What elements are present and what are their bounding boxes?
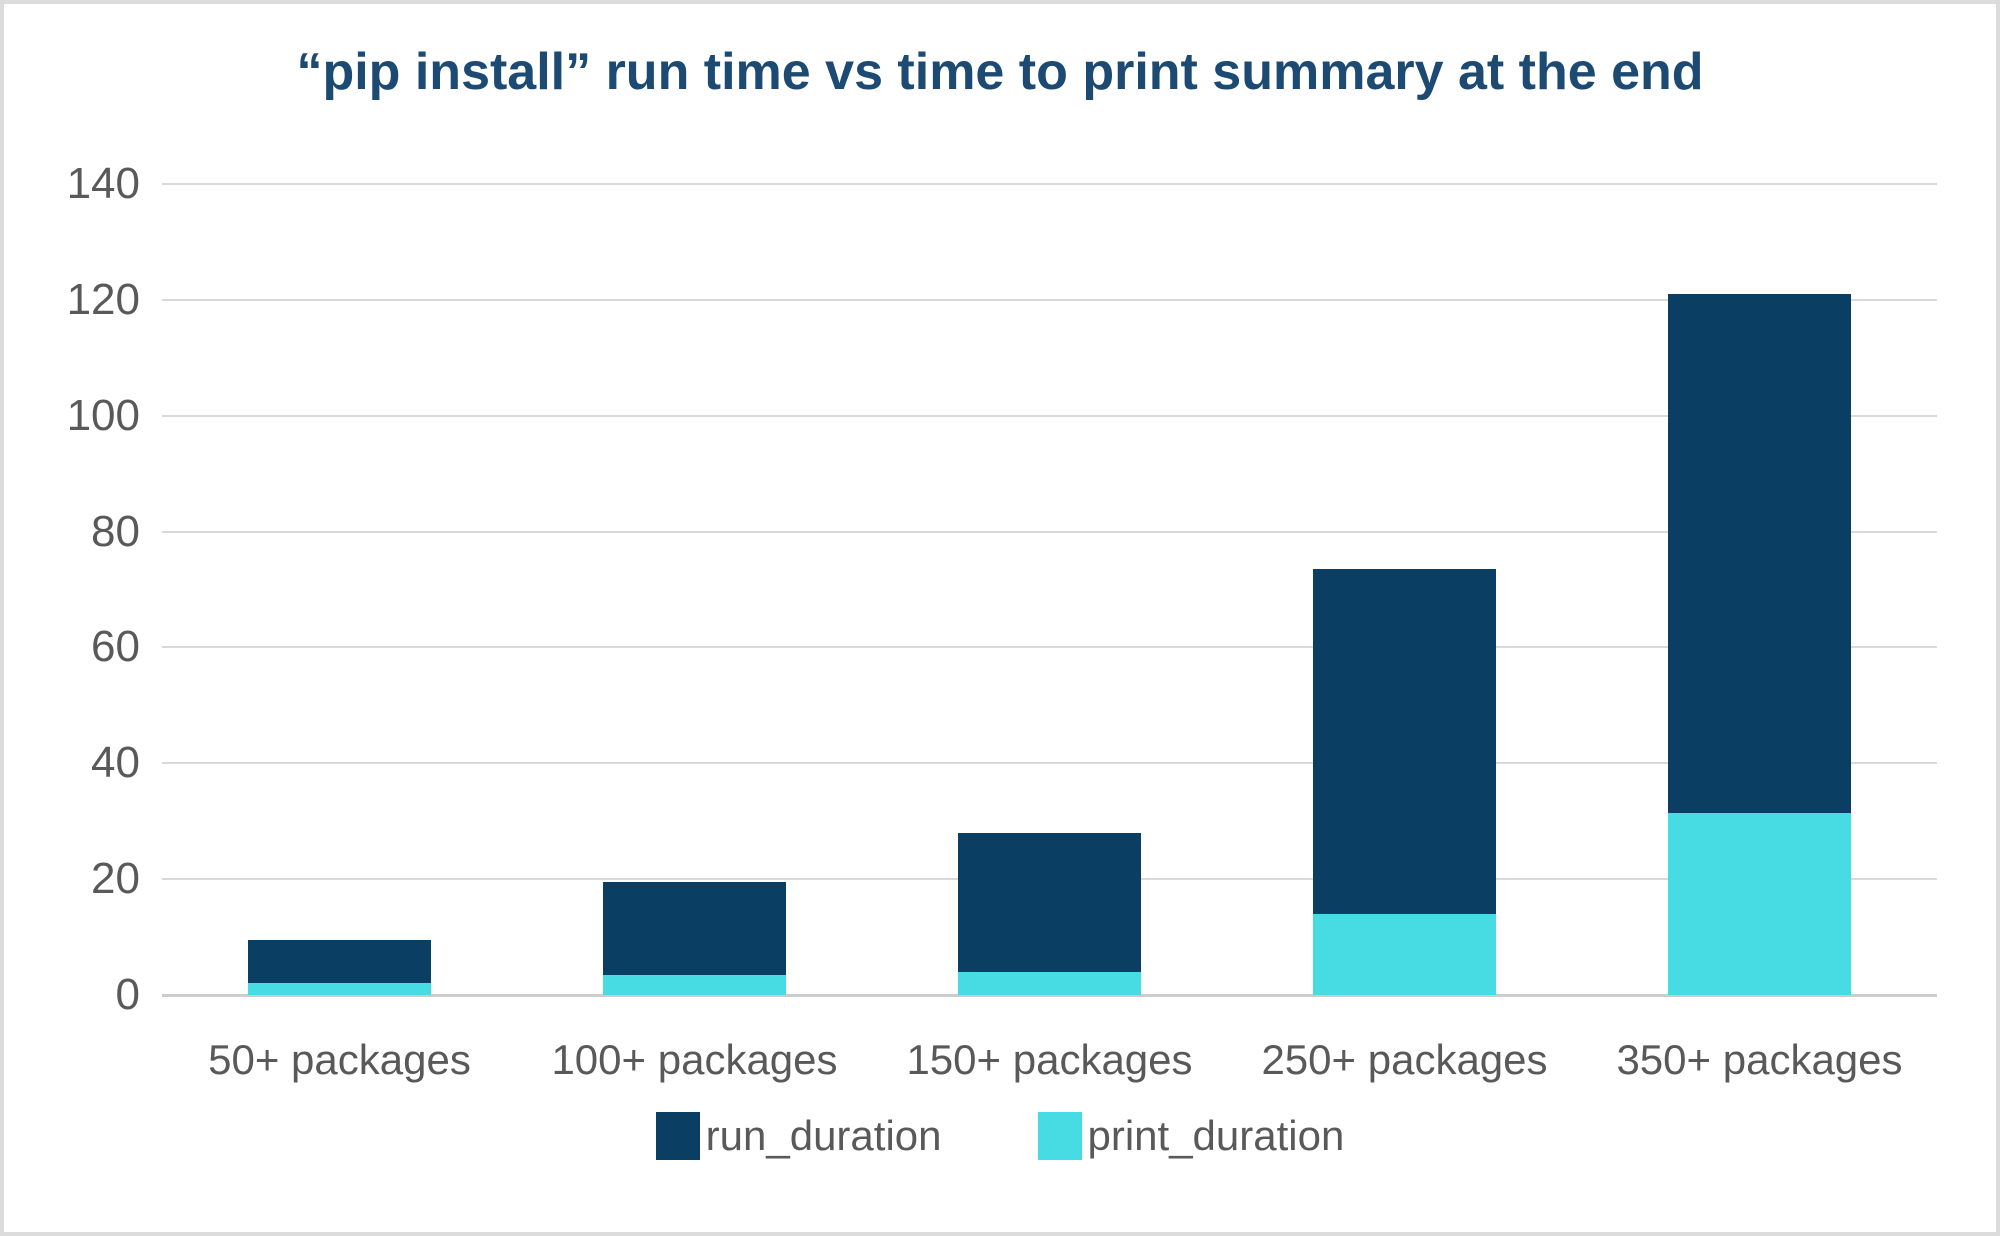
bar-segment-run_duration: [603, 882, 786, 975]
x-axis-category-label: 150+ packages: [906, 1036, 1193, 1083]
x-axis-category-label: 100+ packages: [551, 1036, 838, 1083]
bar-100plus-packages: [603, 882, 786, 995]
gridline-y-120: [162, 298, 1937, 301]
y-axis-tick-label: 0: [115, 970, 140, 1019]
legend-item-print_duration: print_duration: [1037, 1112, 1345, 1160]
y-axis-tick-label: 80: [91, 506, 140, 556]
y-axis-tick-label: 60: [91, 622, 140, 672]
gridline-y-60: [162, 646, 1937, 649]
legend-item-run_duration: run_duration: [655, 1112, 942, 1160]
bar-segment-print_duration: [1313, 913, 1496, 995]
bar-segment-run_duration: [958, 832, 1141, 972]
x-axis-category-label: 50+ packages: [208, 1036, 471, 1083]
legend-label-run_duration: run_duration: [705, 1112, 942, 1159]
gridline-y-40: [162, 762, 1937, 765]
y-axis-tick-label: 20: [91, 854, 140, 904]
gridline-y-80: [162, 530, 1937, 533]
bar-segment-run_duration: [1313, 569, 1496, 914]
bar-segment-run_duration: [248, 939, 431, 984]
x-axis-category-label: 250+ packages: [1261, 1036, 1548, 1083]
bar-50plus-packages: [248, 939, 431, 995]
plot-area: [162, 183, 1937, 997]
legend-swatch-print_duration: [1037, 1112, 1082, 1160]
bar-segment-print_duration: [248, 983, 431, 995]
bar-250plus-packages: [1313, 569, 1496, 995]
bar-segment-print_duration: [603, 974, 786, 995]
legend-label-print_duration: print_duration: [1087, 1112, 1345, 1159]
y-axis-tick-label: 40: [91, 738, 140, 788]
x-axis-category-label: 350+ packages: [1616, 1036, 1903, 1083]
y-axis-tick-label: 140: [66, 159, 140, 208]
gridline-y-0: [162, 994, 1937, 997]
y-axis-tick-label: 120: [66, 274, 140, 324]
bar-segment-run_duration: [1668, 294, 1851, 813]
legend-swatch-run_duration: [655, 1112, 700, 1160]
chart-title: “pip install” run time vs time to print …: [296, 43, 1704, 101]
gridline-y-140: [162, 183, 1937, 185]
bar-segment-print_duration: [1668, 812, 1851, 995]
bar-segment-print_duration: [958, 971, 1141, 995]
y-axis-tick-label: 100: [66, 390, 140, 440]
bar-350plus-packages: [1668, 294, 1851, 995]
chart-legend: run_duration print_duration: [4, 1112, 1996, 1160]
bar-150plus-packages: [958, 832, 1141, 995]
gridline-y-100: [162, 414, 1937, 417]
